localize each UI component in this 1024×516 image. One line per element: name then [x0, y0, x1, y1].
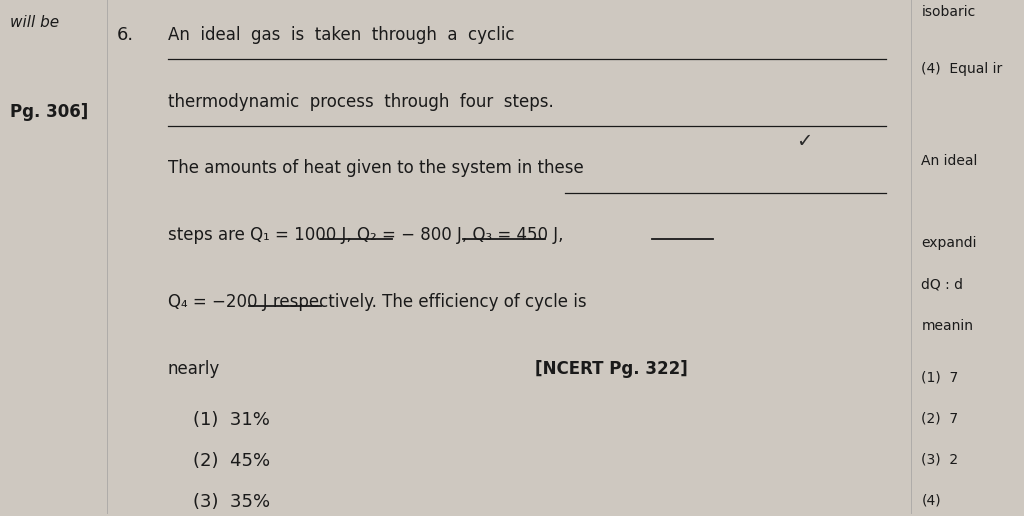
Text: 6.: 6. [117, 26, 134, 44]
Text: (4)  Equal ir: (4) Equal ir [922, 62, 1002, 76]
Text: [NCERT Pg. 322]: [NCERT Pg. 322] [535, 360, 687, 378]
Text: Pg. 306]: Pg. 306] [10, 103, 88, 121]
Text: nearly: nearly [168, 360, 220, 378]
Text: (3)  2: (3) 2 [922, 452, 958, 466]
Text: (3)  35%: (3) 35% [194, 493, 270, 511]
Text: An ideal: An ideal [922, 154, 978, 168]
Text: thermodynamic  process  through  four  steps.: thermodynamic process through four steps… [168, 92, 554, 110]
Text: steps are Q₁ = 1000 J, Q₂ = − 800 J, Q₃ = 450 J,: steps are Q₁ = 1000 J, Q₂ = − 800 J, Q₃ … [168, 226, 563, 244]
Text: (4): (4) [922, 493, 941, 507]
Text: dQ : d: dQ : d [922, 278, 964, 292]
Text: Q₄ = −200 J respectively. The efficiency of cycle is: Q₄ = −200 J respectively. The efficiency… [168, 293, 587, 311]
Text: ✓: ✓ [796, 132, 812, 151]
Text: expandi: expandi [922, 236, 977, 250]
Text: isobaric: isobaric [922, 5, 976, 19]
Text: (2)  45%: (2) 45% [194, 452, 270, 470]
Text: (2)  7: (2) 7 [922, 411, 958, 425]
Text: (1)  31%: (1) 31% [194, 411, 270, 429]
Text: (1)  7: (1) 7 [922, 370, 958, 384]
Text: meanin: meanin [922, 318, 974, 333]
Text: The amounts of heat given to the system in these: The amounts of heat given to the system … [168, 159, 584, 178]
Text: An  ideal  gas  is  taken  through  a  cyclic: An ideal gas is taken through a cyclic [168, 26, 514, 44]
Text: will be: will be [10, 15, 59, 30]
